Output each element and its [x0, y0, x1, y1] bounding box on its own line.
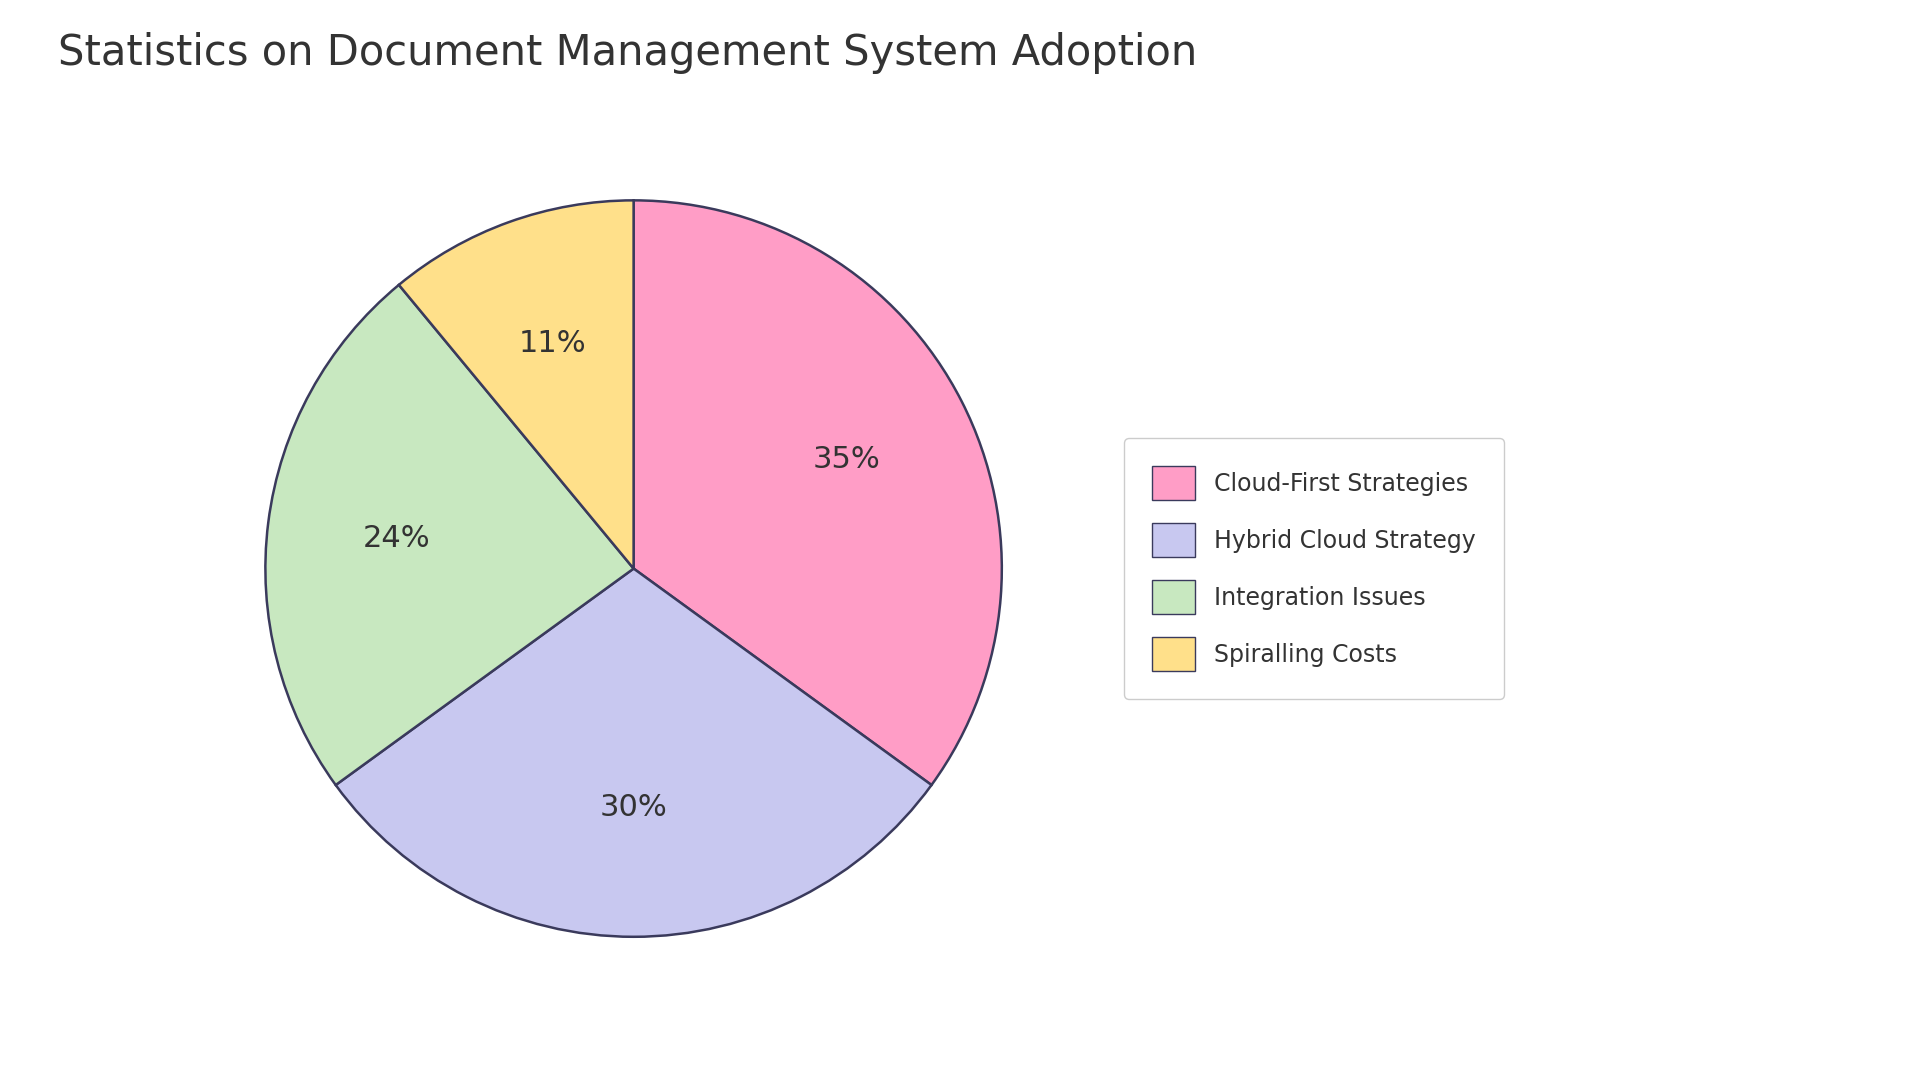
Text: 24%: 24% [363, 524, 430, 553]
Wedge shape [634, 200, 1002, 785]
Wedge shape [399, 200, 634, 569]
Legend: Cloud-First Strategies, Hybrid Cloud Strategy, Integration Issues, Spiralling Co: Cloud-First Strategies, Hybrid Cloud Str… [1123, 438, 1503, 700]
Wedge shape [265, 285, 634, 785]
Text: 30%: 30% [599, 794, 668, 822]
Text: 11%: 11% [518, 329, 586, 357]
Text: 35%: 35% [812, 445, 881, 474]
Text: Statistics on Document Management System Adoption: Statistics on Document Management System… [58, 32, 1196, 75]
Wedge shape [336, 569, 931, 937]
